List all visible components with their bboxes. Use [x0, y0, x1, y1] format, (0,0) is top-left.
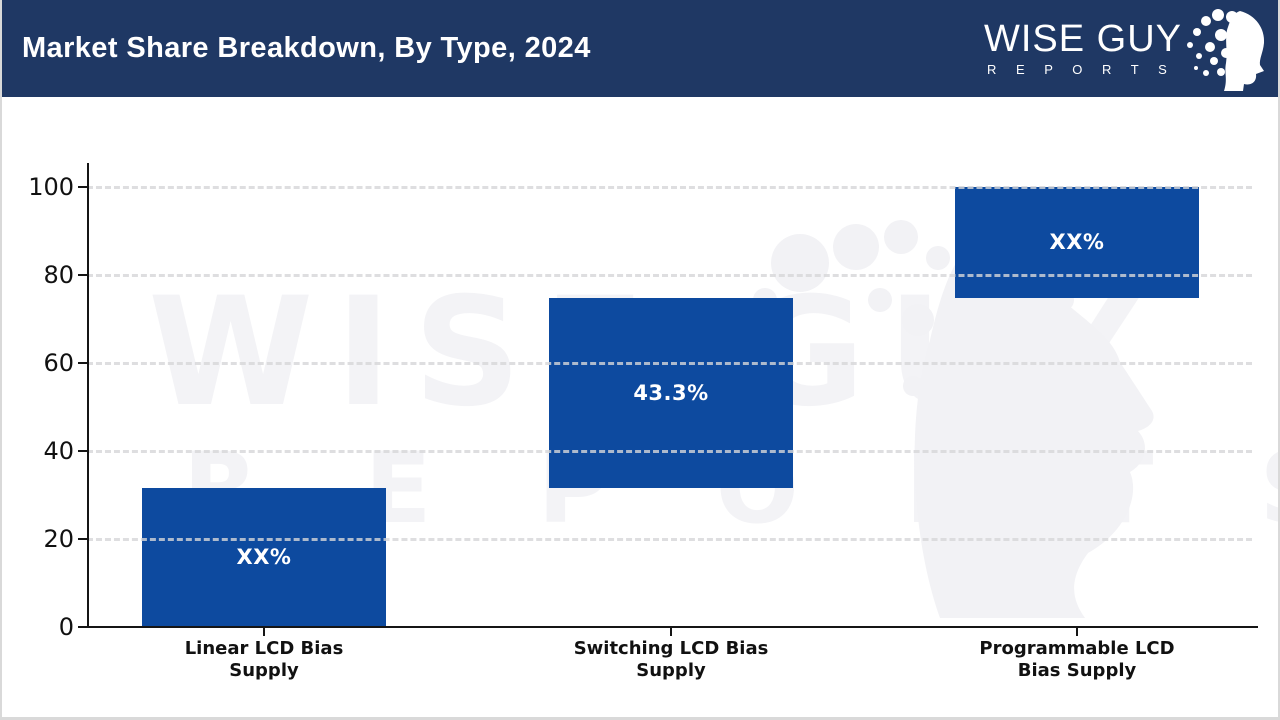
brand-subname: R E P O R T S	[986, 62, 1175, 77]
x-tick-mark	[670, 627, 672, 636]
y-tick-label: 80	[43, 260, 74, 289]
bar-value-label: XX%	[1049, 230, 1105, 255]
x-tick-mark	[263, 627, 265, 636]
brand-name: WISE GUY	[983, 18, 1182, 60]
category-label-line: Supply	[636, 660, 706, 681]
category-label-line: Programmable LCD	[979, 638, 1175, 659]
category-label: Linear LCD Bias Supply	[114, 638, 414, 682]
gridline	[87, 449, 1252, 453]
y-axis-line	[87, 163, 89, 628]
y-tick-mark	[78, 273, 87, 276]
gridline	[87, 361, 1252, 365]
y-tick-mark	[78, 537, 87, 540]
brand-logo: WISE GUY R E P O R T S	[984, 7, 1270, 91]
y-tick-label: 40	[43, 436, 74, 465]
y-tick-label: 20	[43, 524, 74, 553]
category-label-line: Linear LCD Bias	[184, 638, 344, 659]
y-tick-label: 0	[58, 612, 74, 641]
y-tick-mark	[78, 361, 87, 364]
header-bar: Market Share Breakdown, By Type, 2024 WI…	[0, 0, 1280, 97]
y-tick-mark	[78, 449, 87, 452]
category-label-line: Switching LCD Bias	[573, 638, 769, 659]
gridline	[87, 273, 1252, 277]
bar-value-label: 43.3%	[633, 380, 709, 405]
bar-segment: XX%	[142, 488, 386, 627]
category-label: Programmable LCD Bias Supply	[927, 638, 1227, 682]
category-label-line: Bias Supply	[1017, 660, 1137, 681]
x-tick-mark	[1076, 627, 1078, 636]
bar-segment: XX%	[955, 187, 1199, 298]
bar-value-label: XX%	[236, 545, 292, 570]
gridline	[87, 537, 1252, 541]
gridline	[87, 186, 1252, 189]
category-label-line: Supply	[229, 660, 299, 681]
y-tick-label: 60	[43, 348, 74, 377]
page-title: Market Share Breakdown, By Type, 2024	[22, 32, 591, 64]
bar-segment: 43.3%	[549, 297, 793, 489]
category-label: Switching LCD Bias Supply	[521, 638, 821, 682]
brand-head-icon	[1187, 8, 1265, 91]
x-axis-line	[87, 626, 1258, 628]
brand-logo-text: WISE GUY R E P O R T S	[984, 20, 1182, 77]
y-tick-mark	[78, 186, 87, 188]
y-tick-label: 100	[28, 173, 74, 201]
y-tick-mark	[78, 625, 87, 628]
